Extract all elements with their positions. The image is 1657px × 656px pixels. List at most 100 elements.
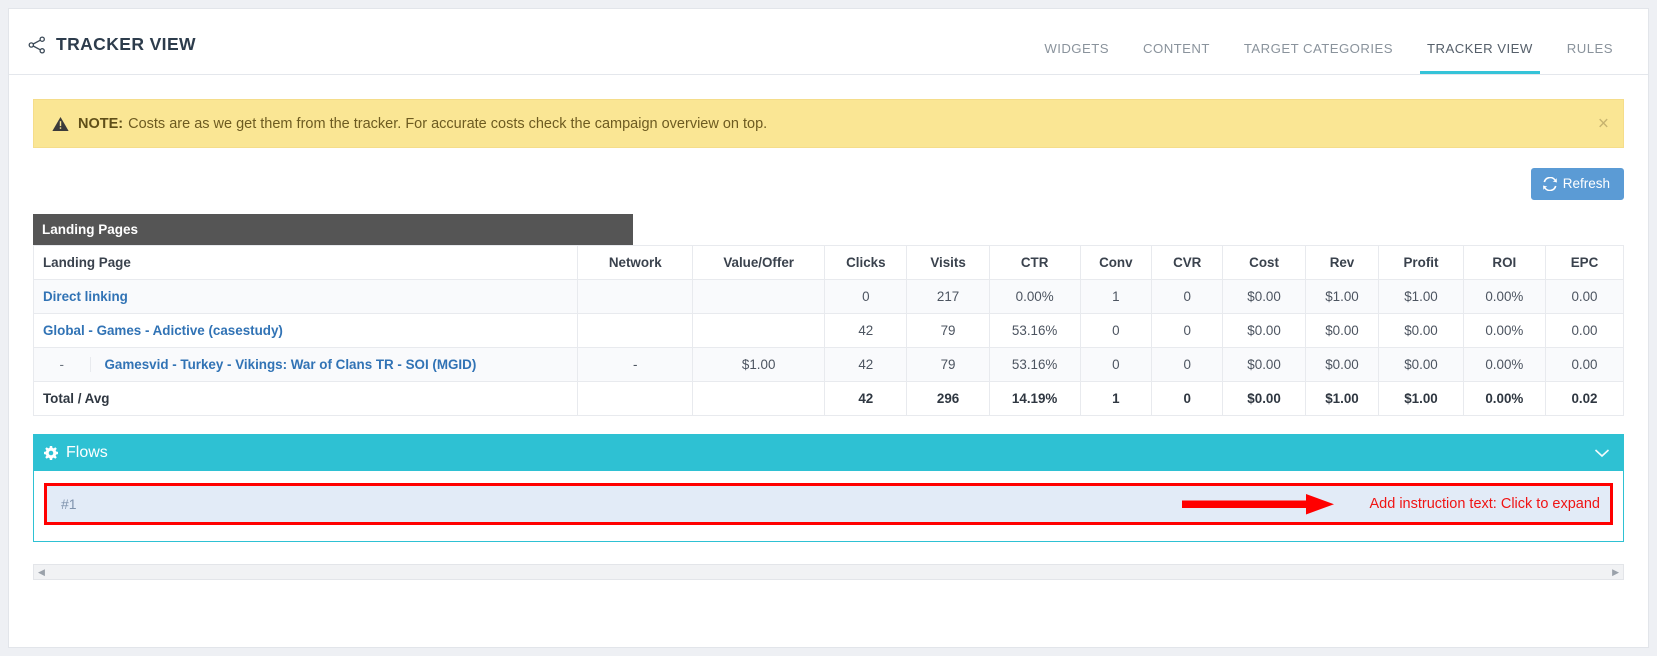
col-ctr[interactable]: CTR bbox=[988, 245, 1081, 280]
cell-epc: 0.00 bbox=[1544, 279, 1625, 314]
cell-total-visits: 296 bbox=[906, 381, 990, 416]
cell-total-label: Total / Avg bbox=[32, 381, 579, 416]
main-card: TRACKER VIEW WIDGETS CONTENT TARGET CATE… bbox=[8, 8, 1649, 648]
cell-total-cost: $0.00 bbox=[1222, 381, 1306, 416]
gear-icon bbox=[44, 445, 58, 460]
cell-value-offer: $1.00 bbox=[692, 347, 826, 382]
cell-total-rev: $1.00 bbox=[1304, 381, 1380, 416]
nav-tabs: WIDGETS CONTENT TARGET CATEGORIES TRACKE… bbox=[1027, 41, 1630, 74]
flow-item-label: #1 bbox=[61, 496, 77, 512]
cell-rev: $0.00 bbox=[1304, 313, 1380, 348]
col-network[interactable]: Network bbox=[577, 245, 694, 280]
share-icon bbox=[27, 35, 47, 55]
cell-total-cvr: 0 bbox=[1151, 381, 1224, 416]
col-clicks[interactable]: Clicks bbox=[824, 245, 908, 280]
red-arrow-icon bbox=[1182, 491, 1347, 517]
cell-epc: 0.00 bbox=[1544, 313, 1625, 348]
col-conv[interactable]: Conv bbox=[1079, 245, 1153, 280]
col-epc[interactable]: EPC bbox=[1544, 245, 1625, 280]
note-text: Costs are as we get them from the tracke… bbox=[128, 115, 768, 132]
table-total-row: Total / Avg 42 296 14.19% 1 0 $0.00 $1.0… bbox=[32, 381, 1625, 416]
cell-roi: 0.00% bbox=[1462, 279, 1546, 314]
flows-title: Flows bbox=[66, 443, 108, 461]
cell-network bbox=[577, 279, 694, 314]
cell-value-offer bbox=[692, 279, 826, 314]
landing-page-link[interactable]: Global - Games - Adictive (casestudy) bbox=[43, 323, 283, 338]
cell-network bbox=[577, 313, 694, 348]
cell-cvr: 0 bbox=[1151, 347, 1224, 382]
scroll-left-arrow-icon[interactable]: ◀ bbox=[38, 566, 45, 577]
note-alert: NOTE: Costs are as we get them from the … bbox=[33, 99, 1624, 148]
table-header-row: Landing Page Network Value/Offer Clicks … bbox=[32, 245, 1625, 280]
cell-clicks: 42 bbox=[824, 313, 908, 348]
col-cvr[interactable]: CVR bbox=[1151, 245, 1224, 280]
cell-conv: 0 bbox=[1079, 313, 1153, 348]
cell-cvr: 0 bbox=[1151, 313, 1224, 348]
tab-target-categories[interactable]: TARGET CATEGORIES bbox=[1243, 41, 1393, 56]
cell-landing-page: Direct linking bbox=[32, 279, 579, 314]
flow-item-1[interactable]: #1 Add instruction text: Click to expand bbox=[44, 483, 1613, 525]
flows-body: #1 Add instruction text: Click to expand bbox=[33, 471, 1624, 542]
landing-pages-table: Landing Page Network Value/Offer Clicks … bbox=[32, 245, 1625, 416]
chevron-down-icon[interactable] bbox=[1594, 448, 1610, 458]
scroll-right-arrow-icon[interactable]: ▶ bbox=[1612, 566, 1619, 577]
flows-header[interactable]: Flows bbox=[33, 434, 1624, 471]
cell-conv: 0 bbox=[1079, 347, 1153, 382]
cell-epc: 0.00 bbox=[1544, 347, 1625, 382]
cell-clicks: 0 bbox=[824, 279, 908, 314]
cell-clicks: 42 bbox=[824, 347, 908, 382]
warning-triangle-icon bbox=[52, 116, 78, 132]
cell-offer-name: Gamesvid - Turkey - Vikings: War of Clan… bbox=[90, 357, 577, 372]
table-toolbar: Refresh bbox=[9, 148, 1648, 200]
cell-total-conv: 1 bbox=[1079, 381, 1153, 416]
cell-ctr: 0.00% bbox=[988, 279, 1081, 314]
table-row: Direct linking 0 217 0.00% 1 0 $0.00 $1.… bbox=[32, 279, 1625, 314]
tab-rules[interactable]: RULES bbox=[1566, 41, 1613, 56]
cell-cost: $0.00 bbox=[1222, 313, 1306, 348]
cell-profit: $0.00 bbox=[1378, 347, 1464, 382]
col-value-offer[interactable]: Value/Offer bbox=[692, 245, 826, 280]
page-title-wrap: TRACKER VIEW bbox=[27, 34, 196, 74]
tab-tracker-view[interactable]: TRACKER VIEW bbox=[1410, 41, 1550, 74]
cell-rev: $1.00 bbox=[1304, 279, 1380, 314]
cell-total-ctr: 14.19% bbox=[988, 381, 1081, 416]
landing-page-link[interactable]: Direct linking bbox=[43, 289, 128, 304]
annotation-group: Add instruction text: Click to expand bbox=[1182, 486, 1600, 522]
col-landing-page[interactable]: Landing Page bbox=[32, 245, 579, 280]
offer-link[interactable]: Gamesvid - Turkey - Vikings: War of Clan… bbox=[104, 357, 477, 372]
cell-sub-dash: - bbox=[34, 357, 91, 372]
col-roi[interactable]: ROI bbox=[1462, 245, 1546, 280]
cell-ctr: 53.16% bbox=[988, 313, 1081, 348]
flows-header-left: Flows bbox=[44, 444, 108, 462]
table-row: Global - Games - Adictive (casestudy) 42… bbox=[32, 313, 1625, 348]
cell-total-value-offer bbox=[692, 381, 826, 416]
tab-content[interactable]: CONTENT bbox=[1143, 41, 1210, 56]
horizontal-scrollbar[interactable]: ◀ ▶ bbox=[33, 564, 1624, 580]
landing-pages-table-wrap: Landing Pages bbox=[32, 214, 1625, 416]
refresh-button-label: Refresh bbox=[1562, 176, 1610, 191]
col-visits[interactable]: Visits bbox=[906, 245, 990, 280]
cell-cost: $0.00 bbox=[1222, 347, 1306, 382]
cell-profit: $0.00 bbox=[1378, 313, 1464, 348]
col-cost[interactable]: Cost bbox=[1222, 245, 1306, 280]
annotation-text: Add instruction text: Click to expand bbox=[1369, 496, 1600, 512]
cell-roi: 0.00% bbox=[1462, 313, 1546, 348]
cell-total-clicks: 42 bbox=[824, 381, 908, 416]
note-label: NOTE: bbox=[78, 115, 124, 132]
col-rev[interactable]: Rev bbox=[1304, 245, 1380, 280]
tab-widgets[interactable]: WIDGETS bbox=[1044, 41, 1110, 56]
col-profit[interactable]: Profit bbox=[1378, 245, 1464, 280]
close-icon[interactable]: × bbox=[1597, 113, 1609, 134]
cell-profit: $1.00 bbox=[1378, 279, 1464, 314]
cell-total-roi: 0.00% bbox=[1462, 381, 1546, 416]
page-header: TRACKER VIEW WIDGETS CONTENT TARGET CATE… bbox=[9, 9, 1648, 75]
refresh-button[interactable]: Refresh bbox=[1530, 168, 1624, 200]
cell-ctr: 53.16% bbox=[988, 347, 1081, 382]
cell-total-profit: $1.00 bbox=[1378, 381, 1464, 416]
landing-pages-band: Landing Pages bbox=[33, 214, 633, 245]
cell-total-network bbox=[577, 381, 694, 416]
table-row: - Gamesvid - Turkey - Vikings: War of Cl… bbox=[32, 347, 1625, 382]
cell-landing-page: - Gamesvid - Turkey - Vikings: War of Cl… bbox=[32, 347, 579, 382]
cell-conv: 1 bbox=[1079, 279, 1153, 314]
